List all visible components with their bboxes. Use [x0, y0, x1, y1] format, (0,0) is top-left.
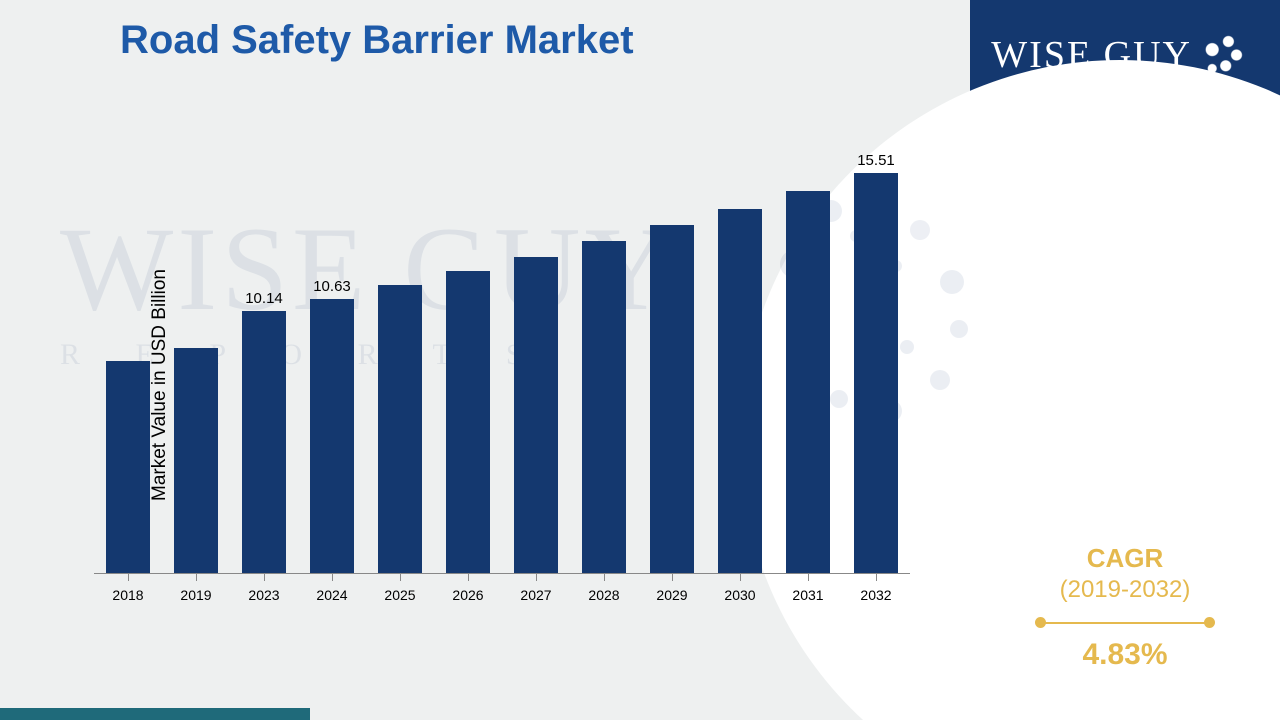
x-tick	[604, 573, 605, 581]
bar-slot: 2027	[502, 160, 570, 573]
bar-slot: 2026	[434, 160, 502, 573]
bar	[378, 285, 422, 573]
x-tick	[332, 573, 333, 581]
x-axis-label: 2029	[656, 587, 687, 603]
logo-head-icon	[1196, 28, 1250, 82]
bar-slot: 2018	[94, 160, 162, 573]
bar	[174, 348, 218, 573]
x-tick	[536, 573, 537, 581]
cagr-divider	[1040, 622, 1210, 624]
logo-main-label: WISE GUY	[991, 33, 1192, 77]
bar	[854, 173, 898, 573]
bar	[718, 209, 762, 573]
logo-main-text: WISE GUY	[991, 28, 1250, 82]
bar	[786, 191, 830, 573]
bar-chart: Market Value in USD Billion 2018201910.1…	[50, 160, 910, 610]
x-tick	[672, 573, 673, 581]
x-axis-label: 2026	[452, 587, 483, 603]
chart-title: Road Safety Barrier Market	[120, 18, 634, 63]
x-axis-label: 2027	[520, 587, 551, 603]
x-axis-label: 2023	[248, 587, 279, 603]
x-axis-label: 2031	[792, 587, 823, 603]
x-axis-label: 2025	[384, 587, 415, 603]
bar-value-label: 10.14	[245, 290, 283, 307]
bar	[310, 299, 354, 573]
bar	[446, 271, 490, 573]
x-tick	[876, 573, 877, 581]
cagr-block: CAGR (2019-2032) 4.83%	[1010, 543, 1240, 672]
bar-slot: 2029	[638, 160, 706, 573]
cagr-value: 4.83%	[1010, 638, 1240, 672]
bar-value-label: 10.63	[313, 278, 351, 295]
x-axis-label: 2030	[724, 587, 755, 603]
bar-slot: 2019	[162, 160, 230, 573]
bar-slot: 2030	[706, 160, 774, 573]
x-axis-label: 2018	[112, 587, 143, 603]
bar	[106, 361, 150, 573]
plot-area: 2018201910.14202310.63202420252026202720…	[94, 160, 910, 574]
x-tick	[740, 573, 741, 581]
bottom-accent-bar	[0, 708, 310, 720]
cagr-range: (2019-2032)	[1010, 576, 1240, 604]
bar-slot: 2028	[570, 160, 638, 573]
x-tick	[468, 573, 469, 581]
brand-logo: WISE GUY R E P O R T S	[991, 28, 1250, 96]
bar	[514, 257, 558, 573]
x-axis-label: 2028	[588, 587, 619, 603]
x-axis-label: 2019	[180, 587, 211, 603]
bar-slot: 10.632024	[298, 160, 366, 573]
x-tick	[128, 573, 129, 581]
bar-value-label: 15.51	[857, 152, 895, 169]
bar	[242, 311, 286, 573]
cagr-title: CAGR	[1010, 543, 1240, 574]
x-axis-label: 2024	[316, 587, 347, 603]
bar-slot: 15.512032	[842, 160, 910, 573]
bar	[582, 241, 626, 573]
bar-slot: 2025	[366, 160, 434, 573]
bar-slot: 10.142023	[230, 160, 298, 573]
page: WISE GUY R E P O R T S WISE GUY R E P O …	[0, 0, 1280, 720]
x-axis-label: 2032	[860, 587, 891, 603]
x-tick	[264, 573, 265, 581]
bar-slot: 2031	[774, 160, 842, 573]
bars-container: 2018201910.14202310.63202420252026202720…	[94, 160, 910, 573]
x-tick	[808, 573, 809, 581]
x-tick	[196, 573, 197, 581]
bar	[650, 225, 694, 573]
x-tick	[400, 573, 401, 581]
